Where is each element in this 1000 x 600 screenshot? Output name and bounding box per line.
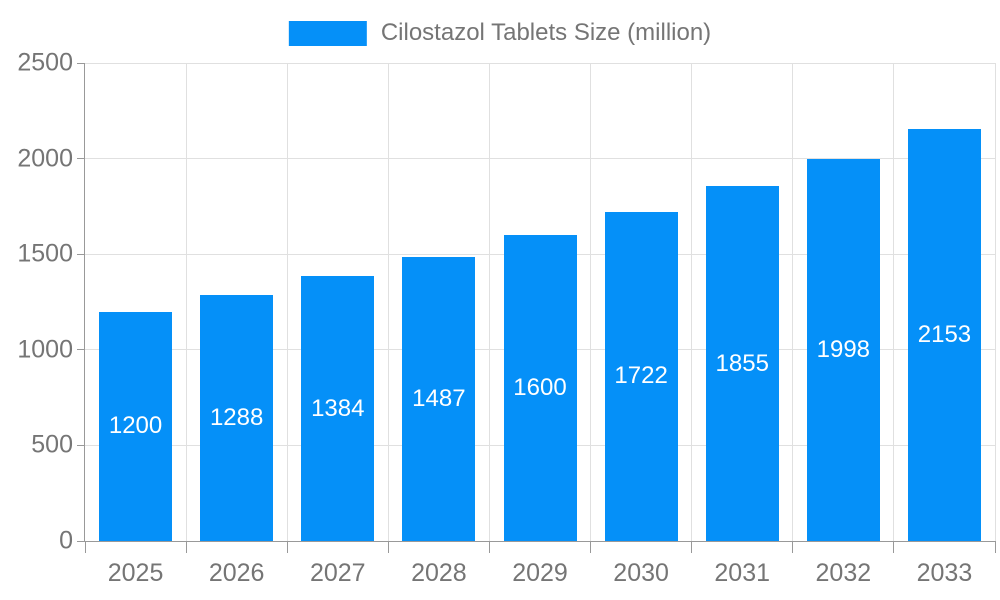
x-tick-label: 2027 <box>309 559 366 587</box>
y-tick-label: 500 <box>31 430 73 459</box>
bar <box>503 235 577 541</box>
y-tick-label: 0 <box>59 526 73 555</box>
x-axis-tick <box>286 541 288 553</box>
x-axis-tick <box>893 541 895 553</box>
bar-value-label: 1288 <box>209 403 264 431</box>
x-axis-tick <box>185 541 187 553</box>
y-tick-label: 2000 <box>17 144 73 173</box>
bar <box>604 211 678 541</box>
h-gridline <box>85 158 995 160</box>
x-axis-tick <box>691 541 693 553</box>
x-axis-line <box>85 540 995 542</box>
x-tick-label: 2026 <box>208 559 265 587</box>
legend-marker <box>288 20 367 46</box>
legend-label: Cilostazol Tablets Size (million) <box>380 19 712 46</box>
y-tick-label: 2500 <box>17 48 73 77</box>
x-tick-label: 2031 <box>714 559 771 587</box>
bar <box>402 256 476 541</box>
bar-value-label: 1200 <box>108 412 163 440</box>
y-axis-tick <box>77 253 85 255</box>
x-tick-label: 2028 <box>411 559 467 587</box>
x-axis-tick <box>590 541 592 553</box>
v-gridline <box>488 63 490 541</box>
v-gridline <box>994 63 996 541</box>
x-axis-tick <box>387 541 389 553</box>
v-gridline <box>387 63 389 541</box>
x-tick-label: 2033 <box>916 559 973 587</box>
x-axis-tick <box>994 541 996 553</box>
bar-value-label: 1722 <box>614 362 668 390</box>
v-gridline <box>286 63 288 541</box>
v-gridline <box>893 63 895 541</box>
bar-value-label: 2153 <box>917 321 972 349</box>
x-tick-label: 2029 <box>512 559 568 587</box>
v-gridline <box>792 63 794 541</box>
x-axis-tick <box>84 541 86 553</box>
x-tick-label: 2030 <box>613 559 669 587</box>
x-axis-tick <box>488 541 490 553</box>
bar-value-label: 1384 <box>311 394 365 422</box>
v-gridline <box>185 63 187 541</box>
x-tick-label: 2025 <box>107 559 164 587</box>
v-gridline <box>691 63 693 541</box>
y-axis-tick <box>77 540 85 542</box>
x-tick-label: 2032 <box>815 559 872 587</box>
y-axis-tick <box>77 349 85 351</box>
bar-value-label: 1600 <box>513 374 567 402</box>
y-axis-line <box>84 63 85 541</box>
y-axis-tick <box>77 62 85 64</box>
bar <box>806 158 880 541</box>
bar-value-label: 1487 <box>412 384 466 412</box>
x-axis-tick <box>792 541 794 553</box>
h-gridline <box>85 62 995 64</box>
bar <box>907 129 981 541</box>
y-axis-tick <box>77 158 85 160</box>
bar <box>99 311 173 541</box>
legend[interactable]: Cilostazol Tablets Size (million) <box>288 19 712 47</box>
bar <box>200 294 274 541</box>
bar-value-label: 1855 <box>715 349 769 377</box>
bar-value-label: 1998 <box>816 335 871 363</box>
y-tick-label: 1500 <box>17 239 73 268</box>
v-gridline <box>590 63 592 541</box>
y-tick-label: 1000 <box>17 335 73 364</box>
y-axis-tick <box>77 444 85 446</box>
bar <box>301 276 375 541</box>
bar <box>705 186 779 541</box>
